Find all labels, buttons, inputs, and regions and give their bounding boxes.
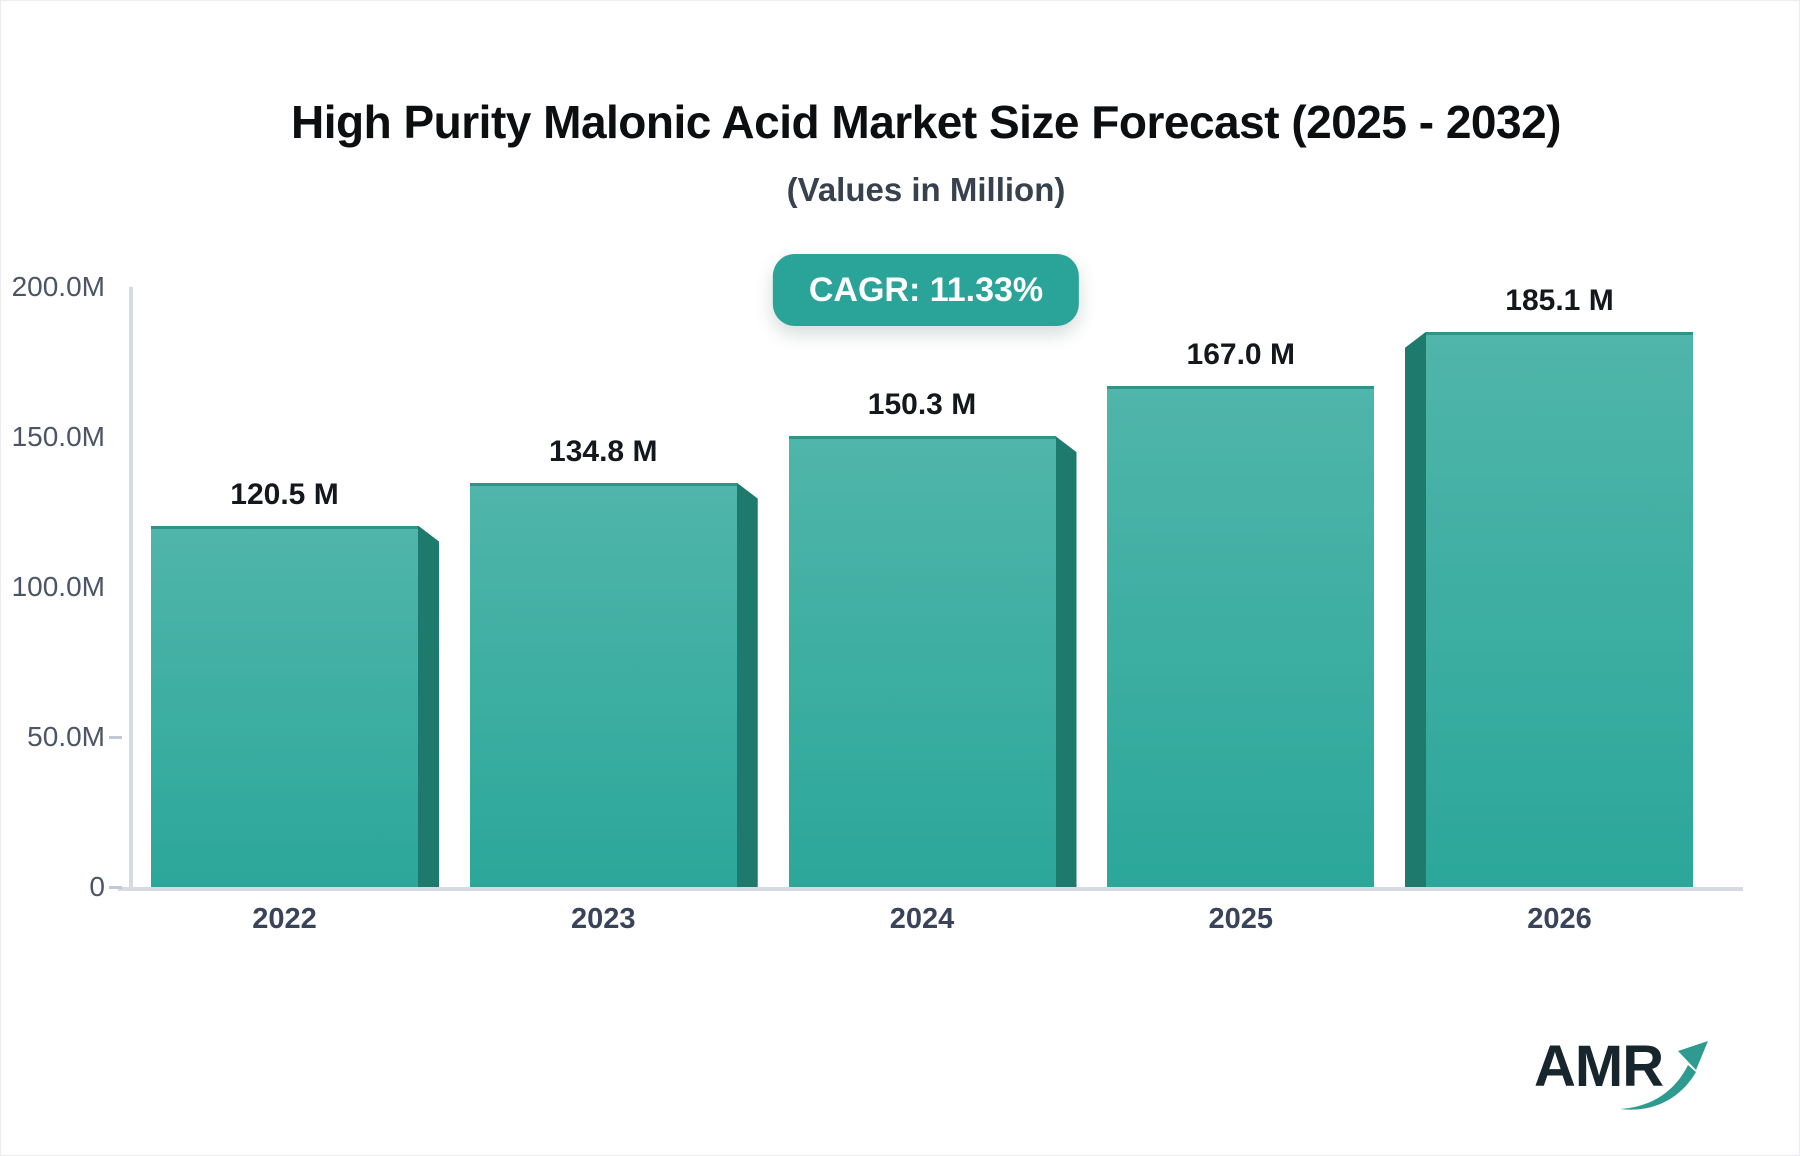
bar-value-label: 167.0 M (1186, 338, 1295, 371)
y-axis-line (129, 287, 133, 887)
y-axis-tick-mark (109, 736, 122, 739)
y-axis-tick-label: 100.0M (11, 571, 105, 602)
x-axis-category-label: 2023 (570, 903, 636, 935)
x-axis-category-label: 2025 (1208, 903, 1273, 935)
bar-side-face (418, 525, 439, 887)
y-axis-tick-mark (109, 886, 122, 889)
bar-value-label: 185.1 M (1505, 283, 1614, 317)
bar-value-label: 150.3 M (867, 388, 977, 422)
bar-side-face (1405, 331, 1426, 887)
bar-2025[interactable] (1107, 386, 1375, 887)
bar-2024[interactable] (788, 436, 1056, 887)
x-axis-category-label: 2026 (1527, 903, 1592, 935)
brand-logo-text: AMR (1534, 1034, 1664, 1099)
bar-2022[interactable] (151, 525, 418, 887)
bar-side-face (736, 482, 758, 887)
x-axis-line (118, 887, 1743, 891)
x-axis-category-label: 2022 (252, 903, 317, 935)
y-axis-tick-label: 150.0M (11, 421, 105, 452)
bar-2026[interactable] (1426, 331, 1693, 887)
x-axis-category-label: 2024 (889, 903, 955, 935)
bar-value-label: 134.8 M (549, 434, 658, 468)
bar-2023[interactable] (469, 482, 737, 887)
y-axis-tick-label: 0 (89, 871, 105, 902)
brand-logo: AMR (1534, 1031, 1774, 1126)
y-axis-tick-label: 50.0M (27, 721, 105, 752)
trend-up-arrow-icon (1620, 1041, 1708, 1110)
bar-side-face (1055, 436, 1077, 887)
y-axis-tick-label: 200.0M (11, 271, 105, 302)
chart-title: High Purity Malonic Acid Market Size For… (291, 96, 1562, 148)
bar-value-label: 120.5 M (230, 477, 339, 511)
cagr-badge: CAGR: 11.33% (772, 254, 1080, 326)
chart-subtitle: (Values in Million) (786, 171, 1066, 208)
